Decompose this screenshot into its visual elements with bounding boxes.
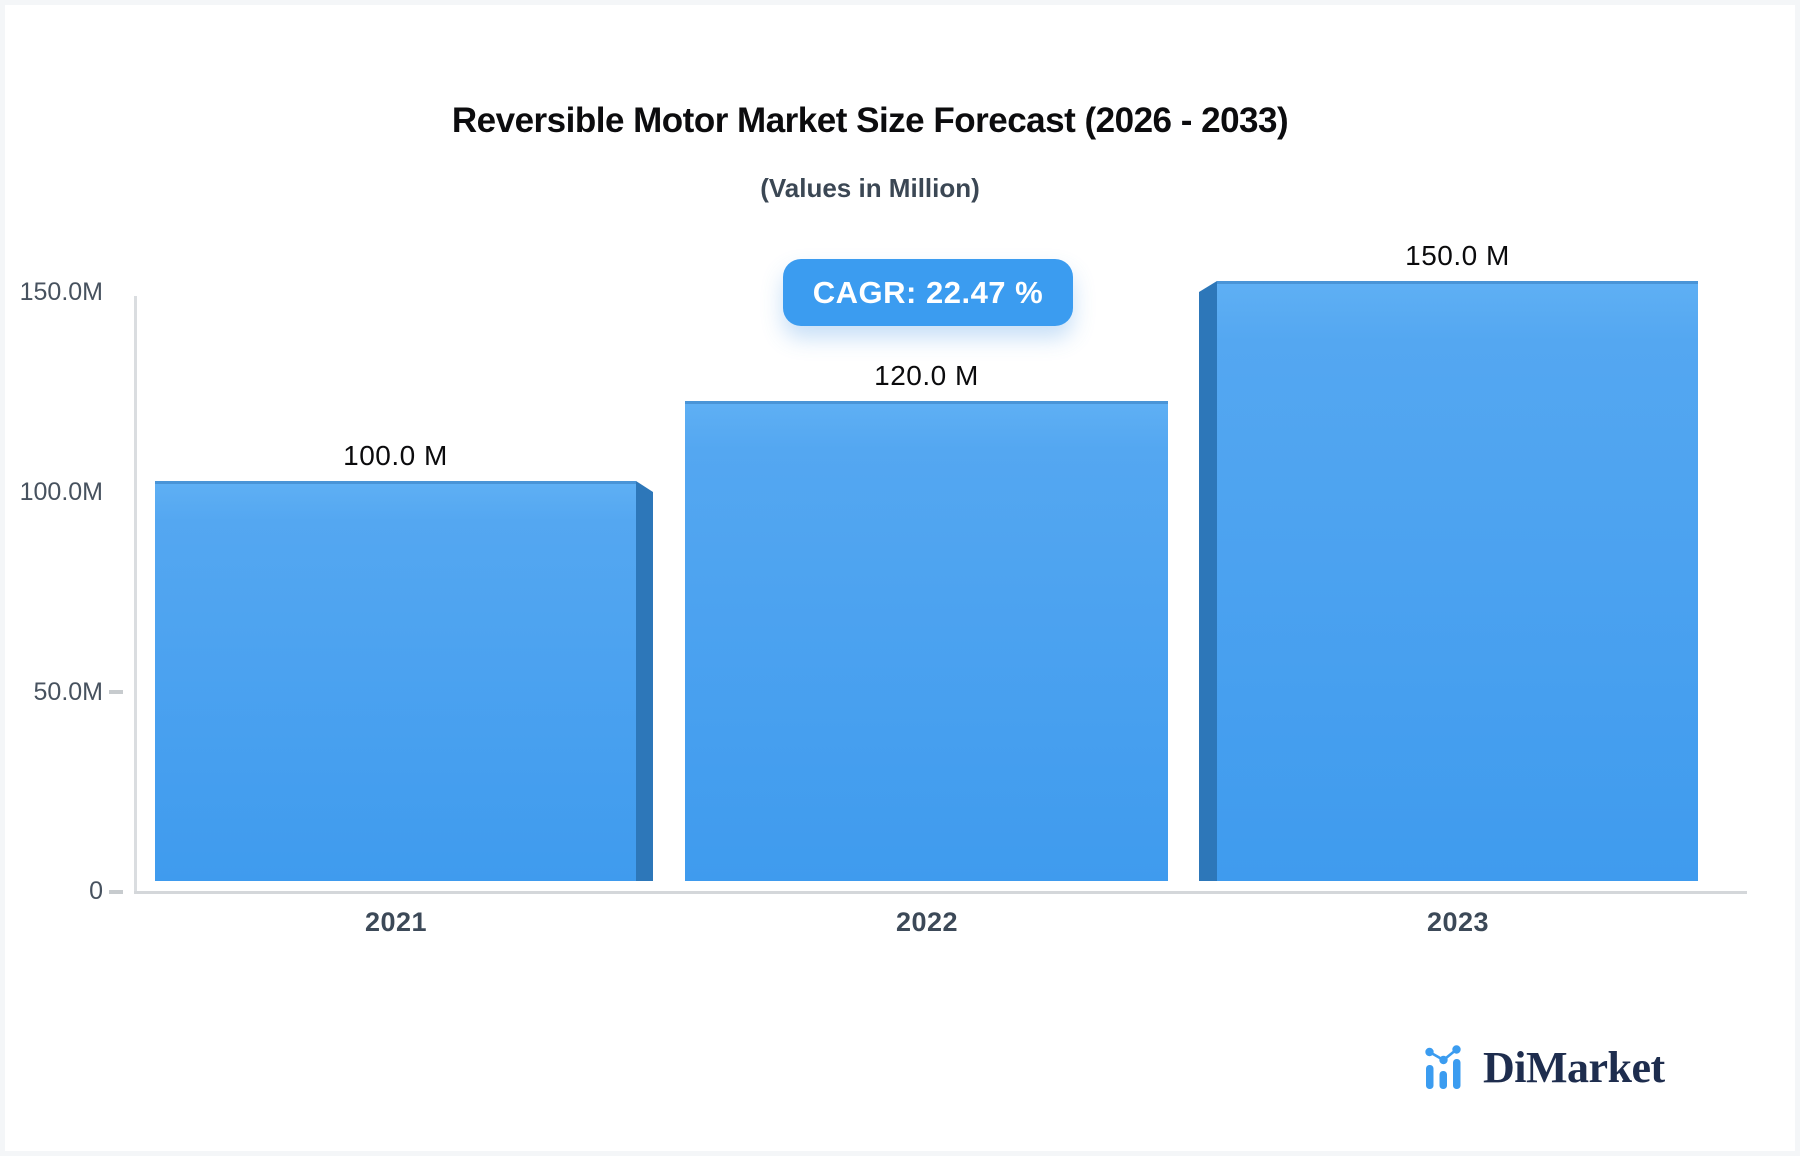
x-tick-label-2023: 2023: [1426, 907, 1490, 937]
y-tick-label-0: 0: [89, 877, 103, 905]
bar-2023: [1217, 281, 1698, 881]
bar-2021: [155, 481, 636, 881]
chart-subtitle: (Values in Million): [760, 173, 980, 203]
bar-group-2022: 120.0 M: [685, 360, 1168, 881]
bar-group-2021: 100.0 M: [155, 440, 636, 881]
cagr-badge: CAGR: 22.47 %: [783, 259, 1073, 326]
x-tick-label-2022: 2022: [895, 907, 959, 937]
y-tick-label-150: 150.0M: [19, 278, 103, 306]
x-axis-line: [134, 891, 1747, 894]
bar-value-label: 120.0 M: [874, 360, 979, 391]
y-tick-label-50: 50.0M: [33, 678, 103, 706]
y-tick-mark-50: [109, 690, 123, 694]
y-tick-label-100: 100.0M: [19, 478, 103, 506]
bar-value-label: 150.0 M: [1405, 240, 1510, 271]
bar-line-chart-icon: [1425, 1045, 1461, 1089]
bar-group-2023: 150.0 M: [1217, 240, 1698, 881]
brand-logo-text: DiMarket: [1483, 1043, 1665, 1092]
bar-2022: [685, 401, 1168, 881]
y-axis-line: [134, 296, 137, 891]
chart-title: Reversible Motor Market Size Forecast (2…: [451, 101, 1289, 140]
y-tick-mark-0: [109, 890, 123, 894]
bar-value-label: 100.0 M: [343, 440, 448, 471]
x-tick-label-2021: 2021: [364, 907, 428, 937]
brand-logo: DiMarket: [1425, 1041, 1665, 1090]
